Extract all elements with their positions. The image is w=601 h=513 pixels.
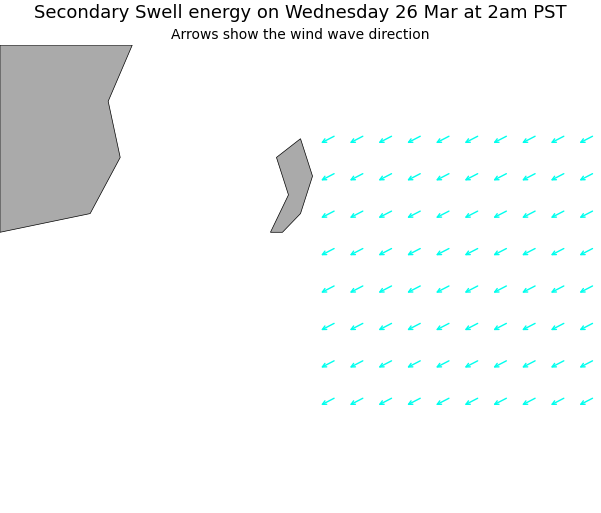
- Polygon shape: [270, 139, 313, 232]
- Polygon shape: [0, 45, 132, 232]
- Text: Arrows show the wind wave direction: Arrows show the wind wave direction: [171, 28, 430, 42]
- Text: Secondary Swell energy on Wednesday 26 Mar at 2am PST: Secondary Swell energy on Wednesday 26 M…: [34, 4, 567, 22]
